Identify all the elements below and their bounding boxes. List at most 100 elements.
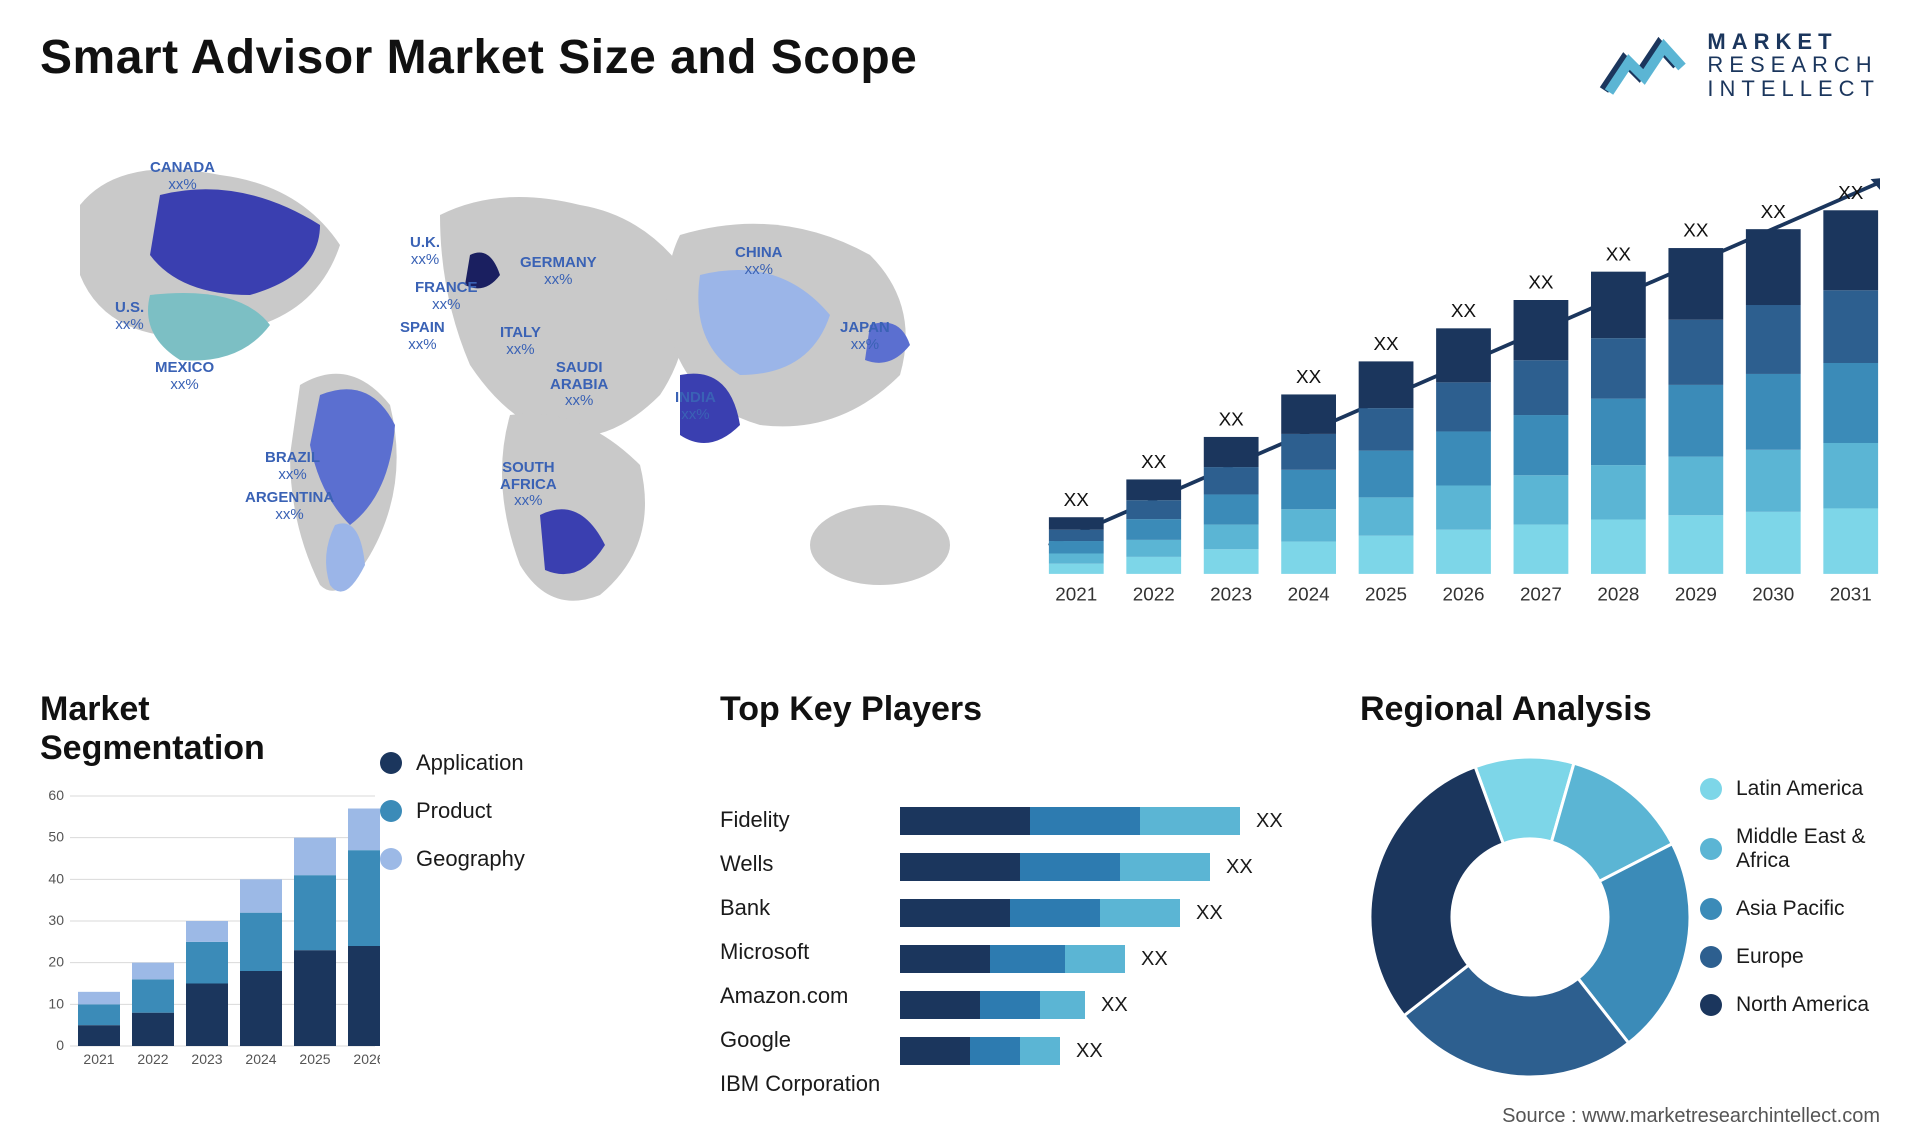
player-bar-row: XX (900, 991, 1320, 1019)
legend-dot-icon (1700, 946, 1722, 968)
players-name-list: FidelityWellsBankMicrosoftAmazon.comGoog… (720, 747, 900, 1097)
svg-text:XX: XX (1838, 183, 1864, 204)
player-value-label: XX (1141, 948, 1168, 971)
svg-text:XX: XX (1141, 452, 1167, 473)
svg-text:30: 30 (48, 912, 64, 928)
map-label-france: FRANCExx% (415, 280, 478, 313)
seg-legend-application: Application (380, 750, 680, 776)
brand-mark-icon (1599, 30, 1689, 100)
svg-text:20: 20 (48, 954, 64, 970)
svg-text:10: 10 (48, 995, 64, 1011)
map-label-spain: SPAINxx% (400, 320, 445, 353)
svg-text:XX: XX (1606, 244, 1632, 265)
legend-dot-icon (1700, 778, 1722, 800)
svg-text:2031: 2031 (1830, 584, 1872, 605)
svg-text:2023: 2023 (1210, 584, 1252, 605)
legend-dot-icon (380, 848, 402, 870)
player-bar (900, 853, 1210, 881)
legend-dot-icon (1700, 898, 1722, 920)
player-bar-row: XX (900, 1037, 1320, 1065)
map-label-india: INDIAxx% (675, 390, 716, 423)
svg-text:40: 40 (48, 870, 64, 886)
player-bar (900, 991, 1085, 1019)
svg-text:2026: 2026 (1443, 584, 1485, 605)
player-name: IBM Corporation (720, 1071, 900, 1097)
svg-text:2024: 2024 (1288, 584, 1330, 605)
player-value-label: XX (1076, 1040, 1103, 1063)
player-name: Bank (720, 895, 900, 921)
map-label-canada: CANADAxx% (150, 160, 215, 193)
svg-text:2023: 2023 (191, 1051, 222, 1067)
map-label-japan: JAPANxx% (840, 320, 890, 353)
svg-text:XX: XX (1296, 367, 1322, 388)
region-legend-north-america: North America (1700, 993, 1880, 1017)
map-label-southafrica: SOUTHAFRICAxx% (500, 460, 557, 510)
regional-legend: Latin AmericaMiddle East & AfricaAsia Pa… (1700, 747, 1880, 1087)
players-title: Top Key Players (720, 690, 1320, 729)
region-legend-middle-east---africa: Middle East & Africa (1700, 825, 1880, 873)
map-label-germany: GERMANYxx% (520, 255, 597, 288)
player-value-label: XX (1196, 902, 1223, 925)
map-label-us: U.S.xx% (115, 300, 144, 333)
svg-text:2029: 2029 (1675, 584, 1717, 605)
segmentation-chart-svg: 0102030405060202120222023202420252026 (40, 786, 380, 1076)
player-bar (900, 945, 1125, 973)
player-bar-row: XX (900, 945, 1320, 973)
svg-text:60: 60 (48, 787, 64, 803)
map-label-brazil: BRAZILxx% (265, 450, 320, 483)
seg-legend-geography: Geography (380, 846, 680, 872)
segmentation-panel: Market Segmentation 01020304050602021202… (40, 690, 680, 1097)
map-label-italy: ITALYxx% (500, 325, 541, 358)
player-value-label: XX (1101, 994, 1128, 1017)
player-value-label: XX (1256, 810, 1283, 833)
players-panel: Top Key Players FidelityWellsBankMicroso… (720, 690, 1320, 1097)
source-label: Source : www.marketresearchintellect.com (1502, 1105, 1880, 1128)
svg-text:XX: XX (1219, 410, 1245, 431)
legend-dot-icon (380, 800, 402, 822)
map-label-china: CHINAxx% (735, 245, 783, 278)
svg-text:2022: 2022 (1133, 584, 1175, 605)
regional-panel: Regional Analysis Latin AmericaMiddle Ea… (1360, 690, 1880, 1097)
regional-donut (1360, 747, 1700, 1087)
growth-chart-svg: XX 2021 XX 2022 XX 2023 XX 2024 XX 2025 XX 2026 XX 20… (1030, 125, 1880, 645)
svg-text:2026: 2026 (353, 1051, 380, 1067)
svg-text:2024: 2024 (245, 1051, 276, 1067)
svg-text:50: 50 (48, 829, 64, 845)
legend-dot-icon (380, 752, 402, 774)
player-bar-row: XX (900, 853, 1320, 881)
svg-text:2021: 2021 (1055, 584, 1097, 605)
map-label-argentina: ARGENTINAxx% (245, 490, 334, 523)
svg-text:XX: XX (1683, 221, 1709, 242)
player-bar (900, 899, 1180, 927)
legend-dot-icon (1700, 838, 1722, 860)
player-bar-row: XX (900, 807, 1320, 835)
region-legend-europe: Europe (1700, 945, 1880, 969)
svg-text:2025: 2025 (299, 1051, 330, 1067)
region-legend-asia-pacific: Asia Pacific (1700, 897, 1880, 921)
svg-text:XX: XX (1451, 301, 1477, 322)
player-bar (900, 1037, 1060, 1065)
seg-legend-product: Product (380, 798, 680, 824)
map-label-saudiarabia: SAUDIARABIAxx% (550, 360, 608, 410)
brand-line3: INTELLECT (1707, 77, 1880, 100)
svg-text:XX: XX (1528, 273, 1554, 294)
world-map: CANADAxx% U.S.xx% MEXICOxx% BRAZILxx% ARGENT… (40, 125, 1000, 645)
svg-text:0: 0 (56, 1037, 64, 1053)
svg-text:XX: XX (1064, 490, 1090, 511)
brand-line1: MARKET (1707, 30, 1880, 53)
brand-line2: RESEARCH (1707, 53, 1880, 76)
regional-title: Regional Analysis (1360, 690, 1880, 729)
player-name: Wells (720, 851, 900, 877)
regional-donut-svg (1360, 747, 1700, 1087)
legend-dot-icon (1700, 994, 1722, 1016)
map-label-mexico: MEXICOxx% (155, 360, 214, 393)
page-title: Smart Advisor Market Size and Scope (40, 30, 917, 85)
brand-logo: MARKET RESEARCH INTELLECT (1599, 30, 1880, 100)
svg-text:XX: XX (1761, 202, 1787, 223)
players-bars: XXXXXXXXXXXX (900, 747, 1320, 1097)
map-label-uk: U.K.xx% (410, 235, 440, 268)
svg-text:2025: 2025 (1365, 584, 1407, 605)
player-value-label: XX (1226, 856, 1253, 879)
growth-chart: XX 2021 XX 2022 XX 2023 XX 2024 XX 2025 XX 2026 XX 20… (1030, 125, 1880, 645)
player-name: Google (720, 1027, 900, 1053)
